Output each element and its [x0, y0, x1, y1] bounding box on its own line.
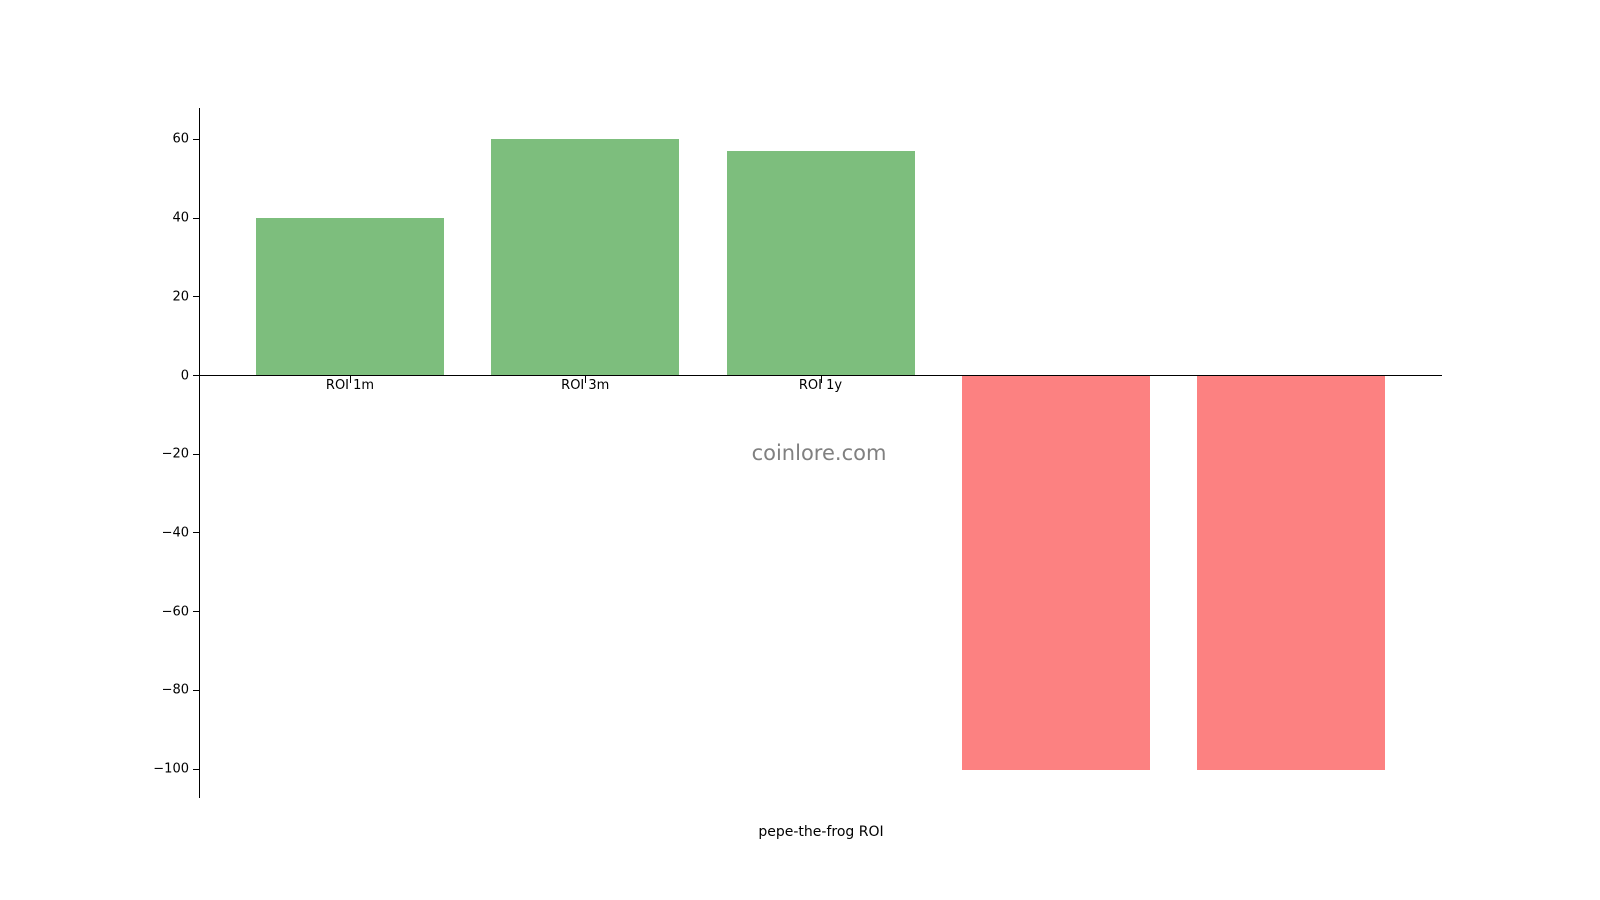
y-tick — [193, 375, 199, 376]
x-tick-label: ROI 1y — [798, 377, 843, 393]
y-tick-label: 40 — [172, 210, 189, 226]
y-tick — [193, 768, 199, 770]
chart-xlabel: pepe-the-frog ROI — [758, 824, 884, 840]
bar-5 — [1197, 376, 1385, 770]
y-tick — [193, 296, 199, 298]
y-tick — [193, 689, 199, 691]
x-axis-baseline — [200, 375, 1442, 376]
watermark: coinlore.com — [751, 441, 887, 465]
y-tick-label: −20 — [161, 446, 189, 462]
x-tick — [585, 375, 587, 383]
y-axis-spine — [199, 108, 200, 798]
x-tick — [820, 375, 822, 383]
y-tick-label: 20 — [172, 289, 189, 305]
y-tick — [193, 611, 199, 613]
y-tick-label: −40 — [161, 525, 189, 541]
bar-3 — [726, 151, 915, 376]
x-tick-label: ROI 3m — [561, 377, 610, 393]
y-tick — [193, 138, 199, 140]
y-tick-label: 0 — [180, 368, 189, 383]
y-tick-label: −80 — [161, 682, 189, 698]
y-tick — [193, 532, 199, 534]
bar-4 — [961, 376, 1150, 770]
y-tick-label: −60 — [161, 604, 189, 620]
y-tick-label: −100 — [153, 761, 189, 777]
y-tick-label: 60 — [172, 131, 189, 147]
x-tick-label: ROI 1m — [325, 377, 375, 393]
y-tick — [193, 217, 199, 219]
bar-1 — [256, 218, 444, 376]
x-tick — [350, 375, 351, 383]
y-tick — [193, 453, 199, 455]
bar-2 — [491, 139, 680, 376]
